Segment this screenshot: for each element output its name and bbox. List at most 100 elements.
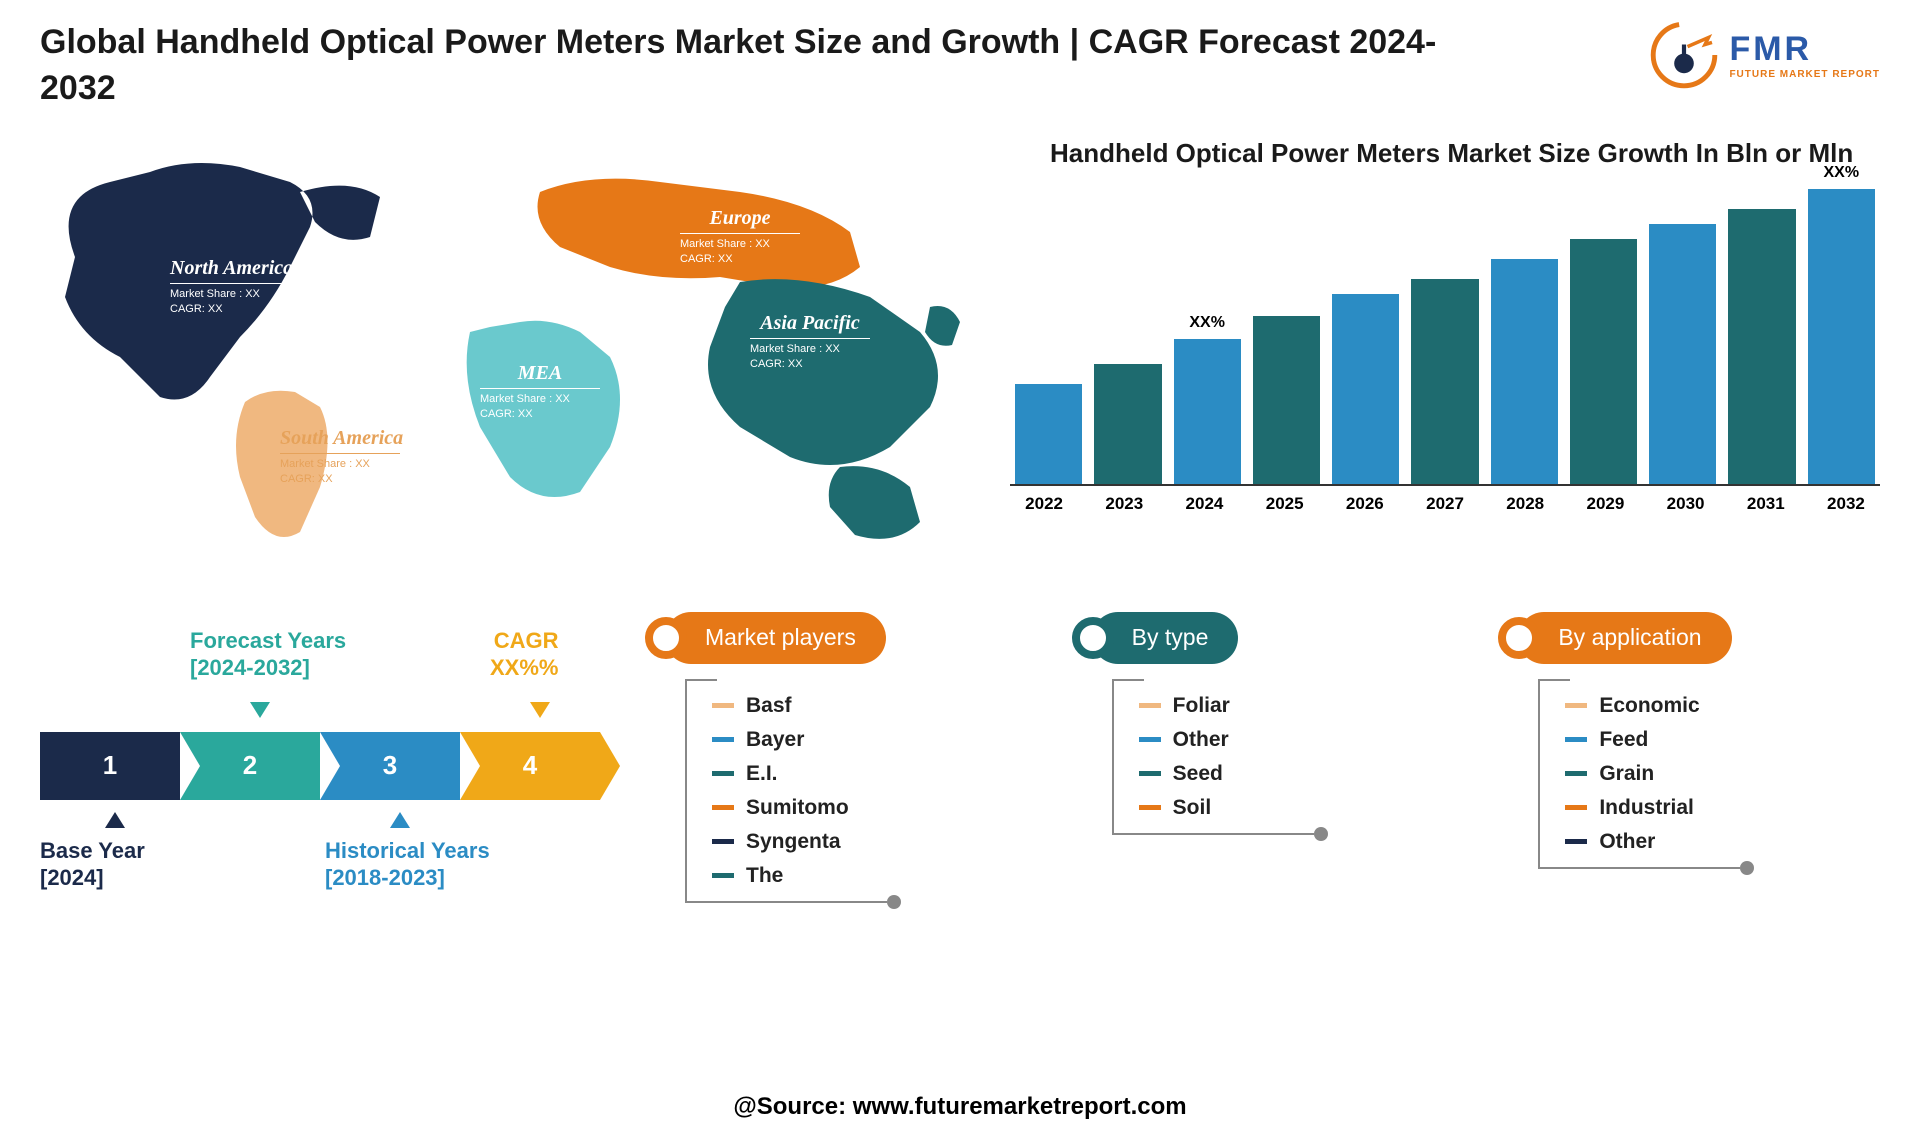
category-dot-icon (1072, 617, 1114, 659)
category-item: The (712, 859, 1027, 893)
dash-icon (712, 873, 734, 878)
category-item: Sumitomo (712, 791, 1027, 825)
dash-icon (1565, 839, 1587, 844)
category-item: Bayer (712, 723, 1027, 757)
region-ap-name: Asia Pacific (750, 312, 870, 335)
historical-label: Historical Years [2018-2023] (325, 837, 490, 892)
category-item: Feed (1565, 723, 1880, 757)
category-item: Foliar (1139, 689, 1454, 723)
category-item-label: Other (1173, 728, 1229, 752)
forecast-label: Forecast Years [2024-2032] (190, 627, 346, 682)
timeline-step: 4 (460, 732, 600, 800)
brand-logo: FMR FUTURE MARKET REPORT (1649, 20, 1880, 90)
bar: XX% (1808, 189, 1875, 484)
category-item-label: Grain (1599, 762, 1654, 786)
region-mea-cagr: CAGR: XX (480, 407, 600, 422)
base-year-label: Base Year [2024] (40, 837, 145, 892)
bar (1728, 209, 1795, 484)
bar: XX% (1174, 339, 1241, 484)
bar (1094, 364, 1161, 484)
x-axis-label: 2032 (1812, 494, 1880, 514)
bar (1253, 316, 1320, 484)
x-axis-label: 2025 (1251, 494, 1319, 514)
bar (1332, 294, 1399, 484)
cagr-label: CAGR XX%% (490, 627, 558, 682)
region-sa-name: South America (280, 427, 403, 450)
logo-text-sub: FUTURE MARKET REPORT (1729, 69, 1880, 80)
category-item-label: Economic (1599, 694, 1699, 718)
timeline: Forecast Years [2024-2032] CAGR XX%% 123… (40, 612, 600, 892)
dash-icon (1139, 703, 1161, 708)
category-item: Syngenta (712, 825, 1027, 859)
region-eu-cagr: CAGR: XX (680, 252, 800, 267)
category-item: Seed (1139, 757, 1454, 791)
timeline-step: 2 (180, 732, 320, 800)
category-item-label: Sumitomo (746, 796, 849, 820)
dash-icon (1565, 703, 1587, 708)
dash-icon (712, 771, 734, 776)
region-na-share: Market Share : XX (170, 287, 293, 302)
page-title: Global Handheld Optical Power Meters Mar… (40, 20, 1440, 112)
bar (1015, 384, 1082, 484)
category-dot-icon (645, 617, 687, 659)
x-axis-label: 2026 (1331, 494, 1399, 514)
region-na-cagr: CAGR: XX (170, 302, 293, 317)
category-item: Industrial (1565, 791, 1880, 825)
category-column: By application Economic Feed Grain Industria… (1498, 612, 1880, 903)
region-eu-name: Europe (680, 207, 800, 230)
dash-icon (1139, 805, 1161, 810)
category-title: By application (1518, 612, 1731, 664)
dash-icon (1139, 737, 1161, 742)
category-column: Market playersBasfBayerE.I.SumitomoSynge… (645, 612, 1027, 903)
timeline-step: 1 (40, 732, 180, 800)
logo-icon (1649, 20, 1719, 90)
category-item: Economic (1565, 689, 1880, 723)
category-dot-icon (1498, 617, 1540, 659)
category-item-label: E.I. (746, 762, 778, 786)
x-axis-label: 2022 (1010, 494, 1078, 514)
dash-icon (712, 703, 734, 708)
x-axis-label: 2023 (1090, 494, 1158, 514)
category-item: Soil (1139, 791, 1454, 825)
region-sa-cagr: CAGR: XX (280, 472, 403, 487)
category-item: Basf (712, 689, 1027, 723)
x-axis-label: 2029 (1571, 494, 1639, 514)
category-item: Other (1139, 723, 1454, 757)
timeline-step: 3 (320, 732, 460, 800)
x-axis-label: 2031 (1732, 494, 1800, 514)
category-item-label: Bayer (746, 728, 804, 752)
dash-icon (712, 805, 734, 810)
region-mea-share: Market Share : XX (480, 392, 600, 407)
category-item-label: Basf (746, 694, 792, 718)
x-axis-label: 2024 (1170, 494, 1238, 514)
region-sa-share: Market Share : XX (280, 457, 403, 472)
category-item-label: Syngenta (746, 830, 841, 854)
bar (1570, 239, 1637, 484)
growth-bar-chart: Handheld Optical Power Meters Market Siz… (1010, 137, 1880, 557)
region-eu-share: Market Share : XX (680, 237, 800, 252)
bar-callout: XX% (1189, 314, 1225, 332)
region-ap-cagr: CAGR: XX (750, 357, 870, 372)
category-item-label: Feed (1599, 728, 1648, 752)
dash-icon (1565, 805, 1587, 810)
logo-text-main: FMR (1729, 30, 1880, 69)
category-item-label: Industrial (1599, 796, 1694, 820)
region-mea-name: MEA (480, 362, 600, 385)
bar (1649, 224, 1716, 484)
category-item-label: Soil (1173, 796, 1212, 820)
category-item: Grain (1565, 757, 1880, 791)
source-attribution: @Source: www.futuremarketreport.com (733, 1093, 1186, 1121)
category-item-label: Seed (1173, 762, 1223, 786)
dash-icon (712, 737, 734, 742)
bar (1411, 279, 1478, 484)
dash-icon (1565, 737, 1587, 742)
dash-icon (1565, 771, 1587, 776)
region-na-name: North America (170, 257, 293, 280)
x-axis-label: 2028 (1491, 494, 1559, 514)
category-item-label: Foliar (1173, 694, 1230, 718)
bar-callout: XX% (1823, 164, 1859, 182)
category-title: By type (1092, 612, 1239, 664)
region-ap-share: Market Share : XX (750, 342, 870, 357)
category-item-label: Other (1599, 830, 1655, 854)
category-item-label: The (746, 864, 783, 888)
